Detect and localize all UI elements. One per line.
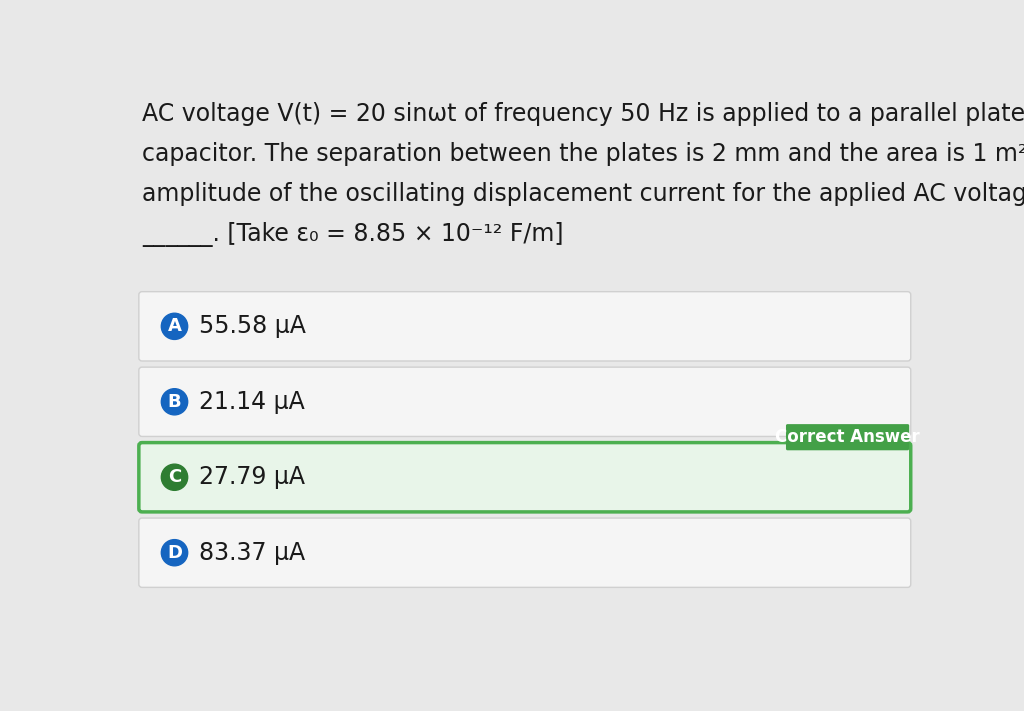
Text: 27.79 μA: 27.79 μA [199, 465, 304, 489]
FancyBboxPatch shape [139, 518, 910, 587]
Text: 21.14 μA: 21.14 μA [199, 390, 304, 414]
FancyBboxPatch shape [139, 292, 910, 361]
Text: D: D [167, 544, 182, 562]
Text: AC voltage V(t) = 20 sinωt of frequency 50 Hz is applied to a parallel plate: AC voltage V(t) = 20 sinωt of frequency … [142, 102, 1024, 127]
Text: capacitor. The separation between the plates is 2 mm and the area is 1 m². The: capacitor. The separation between the pl… [142, 142, 1024, 166]
Text: 55.58 μA: 55.58 μA [199, 314, 305, 338]
Circle shape [162, 540, 187, 566]
Text: A: A [168, 317, 181, 336]
Text: Correct Answer: Correct Answer [775, 428, 920, 447]
Circle shape [162, 314, 187, 339]
FancyBboxPatch shape [139, 443, 910, 512]
Circle shape [162, 389, 187, 415]
Circle shape [162, 464, 187, 491]
Text: 83.37 μA: 83.37 μA [199, 540, 305, 565]
Text: B: B [168, 392, 181, 411]
Text: amplitude of the oscillating displacement current for the applied AC voltage is: amplitude of the oscillating displacemen… [142, 182, 1024, 206]
Text: C: C [168, 469, 181, 486]
FancyBboxPatch shape [786, 424, 909, 450]
Text: ______. [Take ε₀ = 8.85 × 10⁻¹² F/m]: ______. [Take ε₀ = 8.85 × 10⁻¹² F/m] [142, 223, 563, 247]
FancyBboxPatch shape [139, 367, 910, 437]
